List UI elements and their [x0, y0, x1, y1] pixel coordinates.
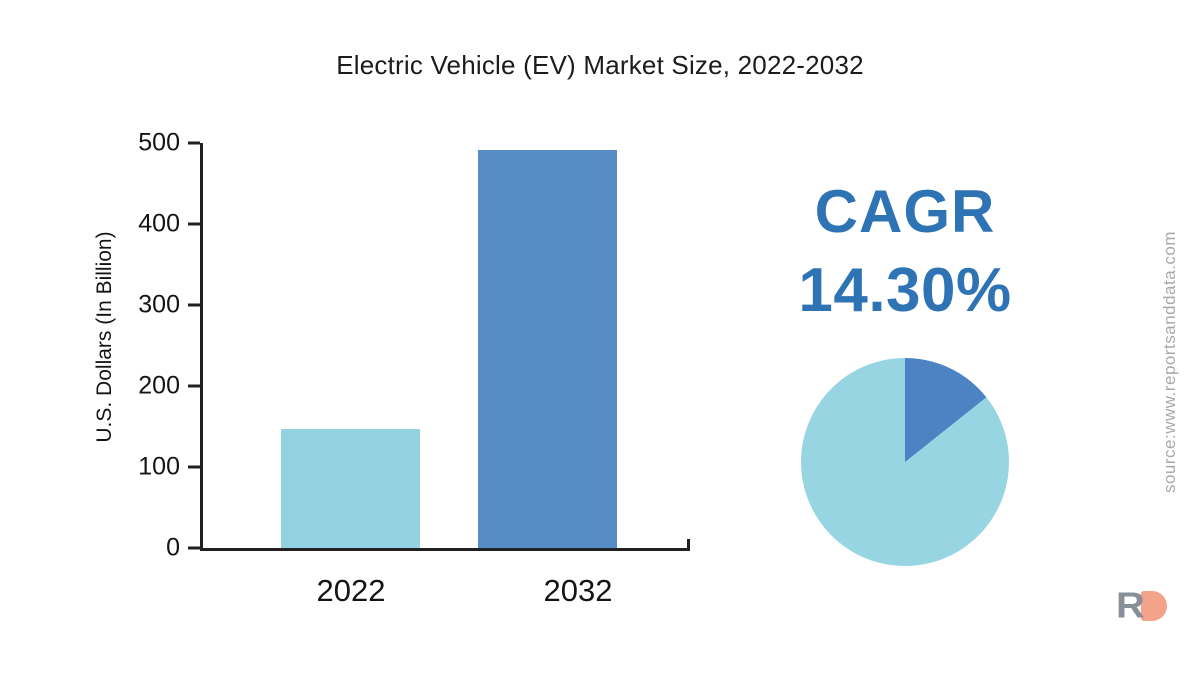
reportsanddata-logo: R — [1116, 588, 1167, 624]
y-tick-mark — [188, 465, 200, 469]
x-category-label-2022: 2022 — [316, 573, 386, 608]
y-tick-mark — [188, 546, 200, 550]
y-tick-label: 200 — [138, 371, 180, 400]
cagr-pie-chart — [801, 358, 1009, 566]
y-tick-label: 300 — [138, 290, 180, 319]
y-tick-mark — [188, 384, 200, 388]
source-attribution: source:www.reportsanddata.com — [1160, 230, 1179, 494]
y-tick-mark — [188, 222, 200, 226]
bar-2032 — [478, 150, 617, 548]
cagr-label: CAGR — [814, 178, 996, 245]
logo-d-shape-icon — [1140, 591, 1167, 621]
x-axis-end-tick — [687, 539, 690, 548]
y-tick-mark — [188, 303, 200, 307]
bar-chart-plot-area: 0 100 200 300 400 500 2022 2032 — [138, 130, 690, 608]
y-axis-title: U.S. Dollars (In Billion) — [93, 231, 116, 443]
cagr-value: 14.30% — [798, 256, 1012, 325]
y-tick-label: 500 — [138, 128, 180, 157]
y-tick-mark — [188, 141, 200, 145]
bar-2022 — [281, 428, 420, 548]
logo-letter-r: R — [1116, 586, 1145, 626]
cagr-block: CAGR 14.30% — [755, 182, 1055, 322]
y-tick-label: 400 — [138, 209, 180, 238]
y-tick-label: 100 — [138, 452, 180, 481]
chart-title: Electric Vehicle (EV) Market Size, 2022-… — [336, 50, 864, 80]
x-category-label-2032: 2032 — [543, 573, 613, 608]
y-tick-label: 0 — [166, 533, 180, 562]
